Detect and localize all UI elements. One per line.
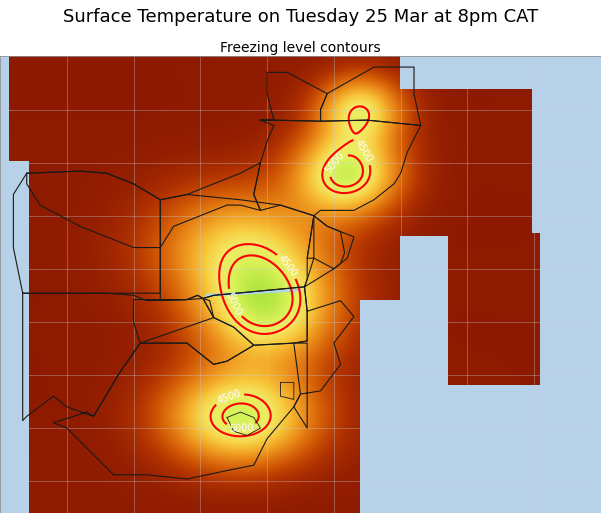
- Text: 5000: 5000: [229, 423, 254, 434]
- Text: Surface Temperature on Tuesday 25 Mar at 8pm CAT: Surface Temperature on Tuesday 25 Mar at…: [63, 8, 538, 26]
- Text: 5000: 5000: [224, 290, 243, 317]
- Text: 4500: 4500: [276, 253, 299, 279]
- Text: 4500: 4500: [216, 388, 242, 406]
- Text: 5000: 5000: [323, 150, 347, 175]
- Text: Freezing level contours: Freezing level contours: [220, 41, 381, 55]
- Text: 4500: 4500: [353, 138, 374, 165]
